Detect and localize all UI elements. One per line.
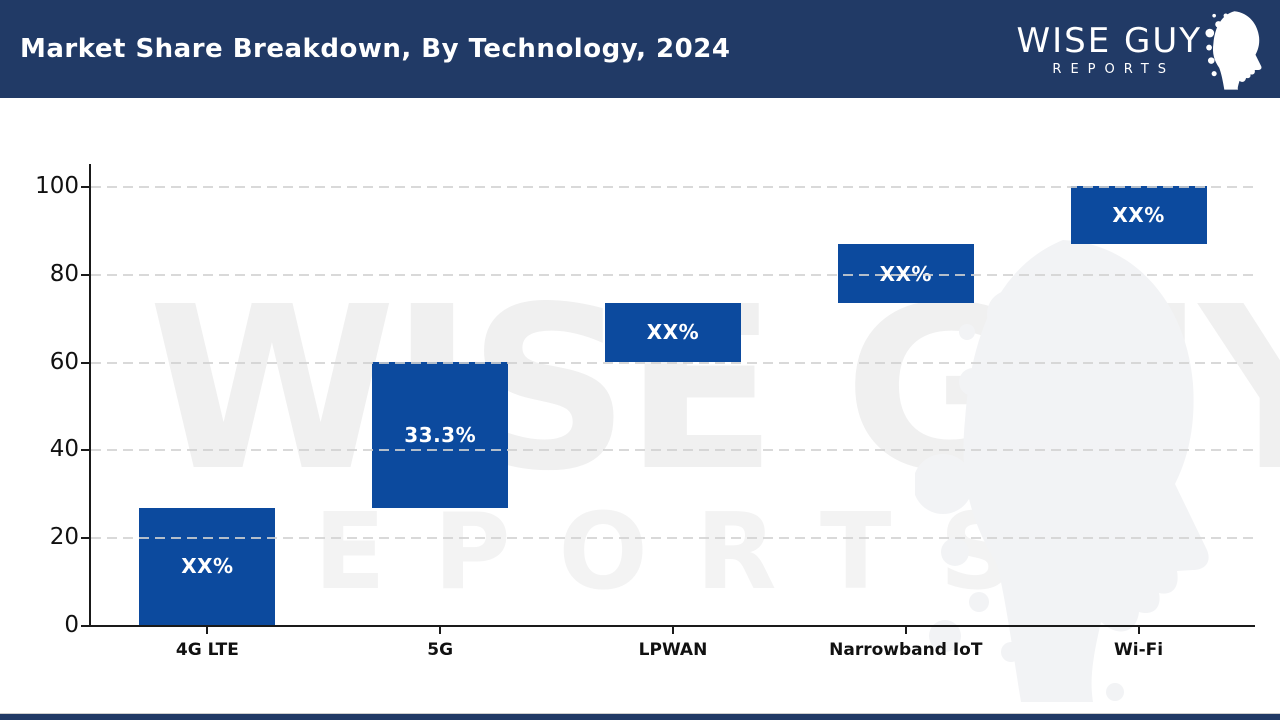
x-tick-label: 5G (427, 640, 454, 660)
x-tick-label: Wi-Fi (1114, 640, 1164, 660)
y-tickmark (81, 186, 89, 188)
gridline (91, 361, 1255, 364)
bar-value-label: 33.3% (404, 422, 477, 447)
x-tickmark (206, 627, 209, 634)
x-tickmark (904, 627, 907, 634)
y-tick-label: 20 (49, 524, 79, 551)
x-tick-label: Narrowband IoT (829, 640, 983, 660)
gridline (91, 186, 1255, 188)
x-tick-label: LPWAN (638, 640, 708, 660)
footer-divider (0, 713, 1280, 714)
watermark-brand-subtext: REPORTS (185, 491, 1064, 613)
y-tickmark (81, 537, 89, 540)
bar-value-label: XX% (181, 554, 234, 579)
page-title: Market Share Breakdown, By Technology, 2… (20, 34, 731, 64)
y-axis-spine (89, 164, 91, 627)
bar-segment: 33.3% (372, 361, 509, 508)
gridline (91, 273, 1255, 276)
x-tick-label: 4G LTE (175, 640, 239, 660)
bar-segment: XX% (139, 507, 276, 625)
y-tick-label: 0 (64, 612, 79, 638)
bar-value-label: XX% (879, 261, 932, 286)
bar-segment: XX% (1070, 186, 1207, 245)
y-tick-label: 60 (49, 348, 79, 375)
x-tickmark (439, 627, 442, 634)
gridline (91, 537, 1255, 540)
header-bar: Market Share Breakdown, By Technology, 2… (0, 0, 1280, 98)
watermark-head-icon (915, 240, 1209, 702)
footer-bar (0, 714, 1280, 720)
gridline (91, 449, 1255, 452)
y-tick-label: 80 (49, 260, 79, 287)
y-tickmark (81, 361, 89, 364)
y-tickmark (81, 625, 89, 627)
bar-segment: XX% (837, 244, 974, 304)
y-tickmark (81, 273, 89, 276)
brand-name: WISE GUY (1016, 21, 1202, 61)
brand-logo: WISE GUY REPORTS (1016, 8, 1262, 90)
brand-head-icon (1205, 11, 1262, 90)
brand-subtitle: REPORTS (1052, 62, 1176, 77)
bar-value-label: XX% (646, 320, 700, 345)
y-tick-label: 100 (35, 173, 79, 199)
x-tickmark (1137, 627, 1140, 634)
y-tickmark (81, 449, 89, 452)
bar-segment: XX% (605, 303, 741, 362)
x-axis-spine (89, 625, 1255, 627)
x-tickmark (672, 627, 674, 634)
y-tick-label: 40 (49, 436, 79, 463)
bar-value-label: XX% (1112, 203, 1165, 228)
